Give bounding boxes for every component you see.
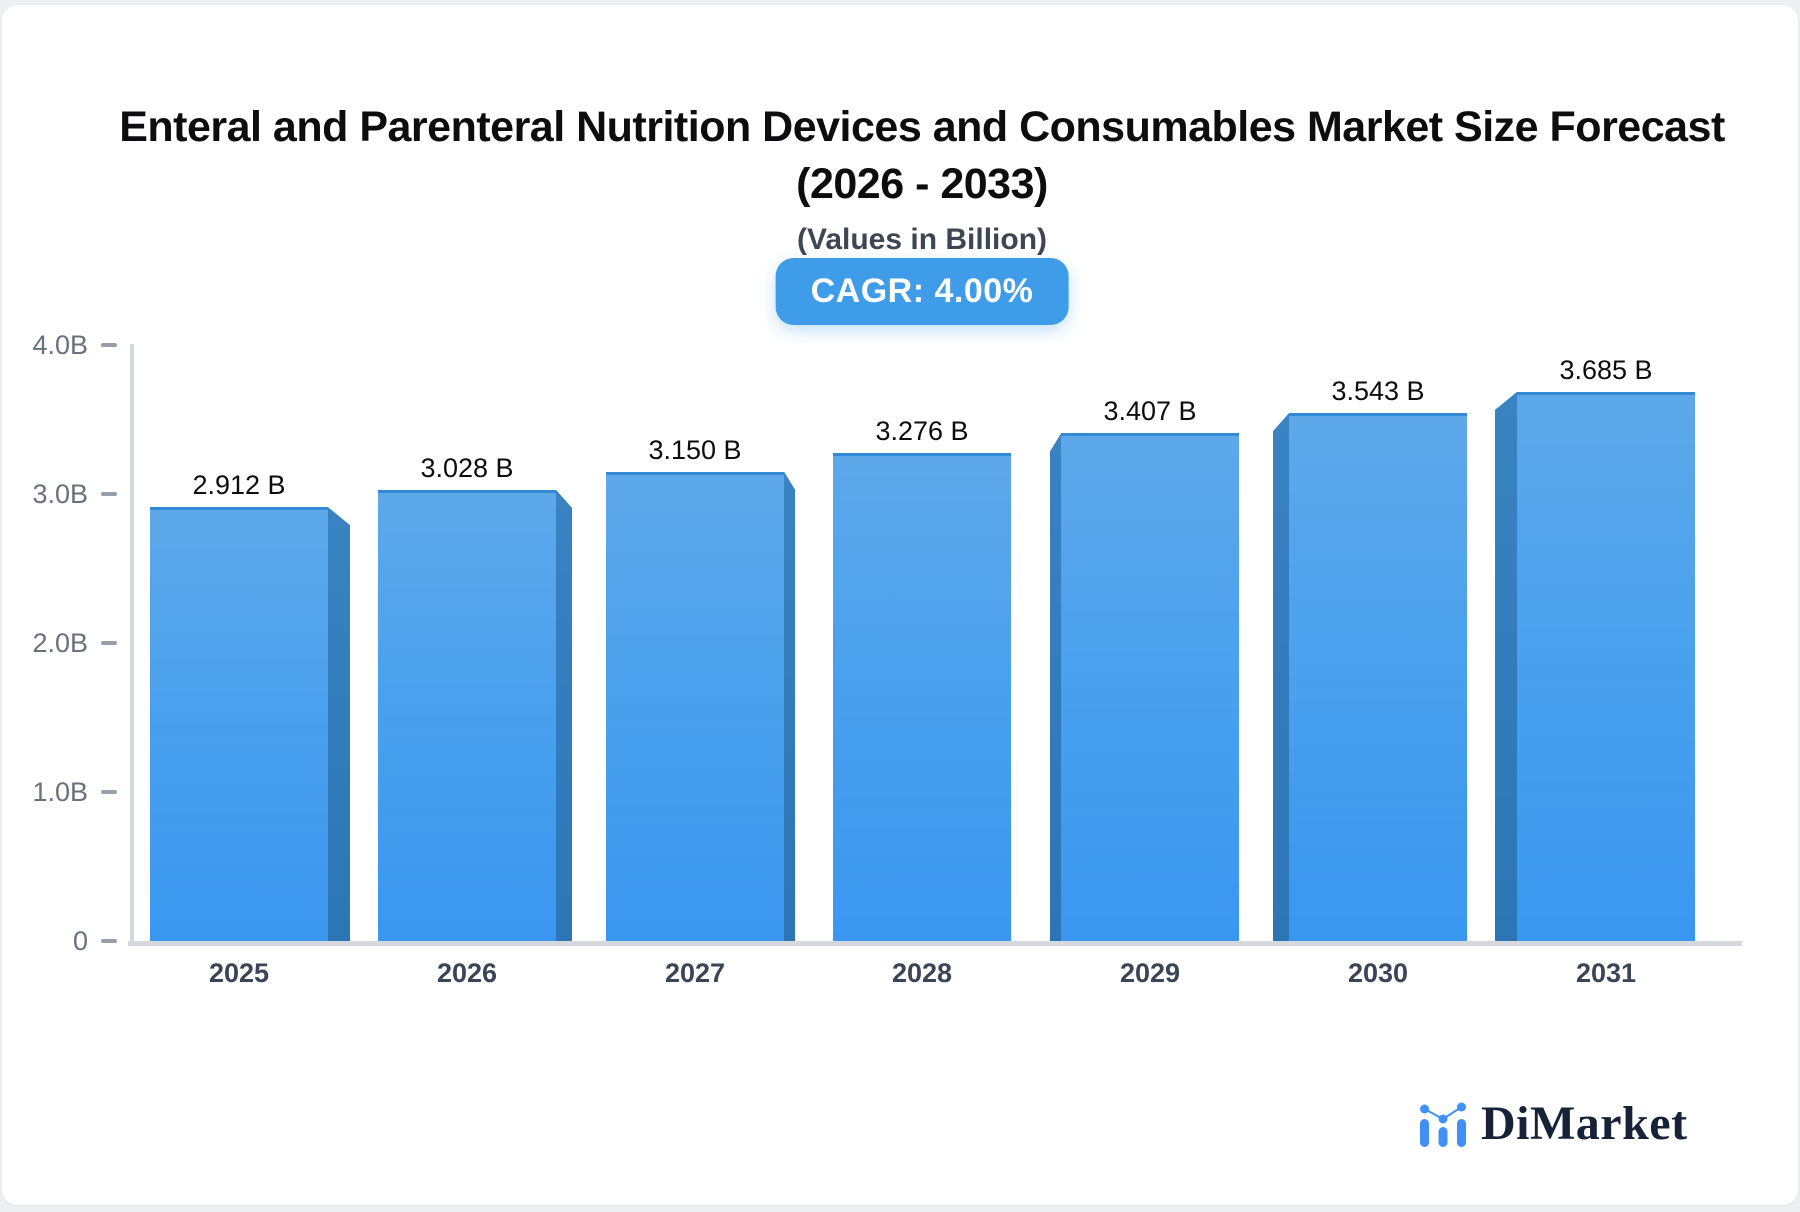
- x-axis-label-2031: 2031: [1575, 958, 1637, 988]
- bar-value-label-2029: 3.407 B: [1103, 396, 1197, 427]
- y-tick-mark-2.0B: [101, 641, 117, 645]
- bar-2031: [1517, 391, 1695, 941]
- chart-title-line2: (2026 - 2033): [796, 160, 1048, 208]
- bar-side-2031: [1495, 391, 1517, 941]
- bar-value-label-2026: 3.028 B: [420, 452, 514, 483]
- bar-side-2026: [556, 489, 572, 941]
- y-axis-line: [130, 344, 134, 945]
- x-axis-label-2028: 2028: [891, 958, 953, 988]
- y-tick-label-0: 0: [72, 926, 88, 956]
- y-tick-label-4.0B: 4.0B: [32, 330, 88, 360]
- bar-side-2025: [328, 507, 350, 941]
- bar-2027: [606, 471, 784, 941]
- chart-subtitle: (Values in Billion): [796, 223, 1048, 256]
- y-tick-mark-4.0B: [101, 343, 117, 347]
- bar-value-label-2031: 3.685 B: [1559, 354, 1653, 385]
- bar-2025: [150, 507, 328, 941]
- x-axis-label-2029: 2029: [1119, 958, 1181, 988]
- x-axis-label-2027: 2027: [664, 958, 726, 988]
- cagr-badge: CAGR: 4.00%: [775, 258, 1069, 325]
- x-axis-line: [128, 941, 1742, 946]
- bar-2028: [833, 452, 1011, 941]
- bar-value-label-2025: 2.912 B: [192, 470, 286, 501]
- bar-side-2029: [1050, 433, 1061, 941]
- bar-side-2030: [1273, 413, 1289, 941]
- y-tick-label-3.0B: 3.0B: [32, 479, 88, 509]
- dimarket-logo: DiMarket: [1418, 1094, 1688, 1150]
- y-tick-label-2.0B: 2.0B: [32, 628, 88, 658]
- bar-2030: [1289, 413, 1467, 941]
- x-axis-label-2026: 2026: [436, 958, 498, 988]
- y-tick-mark-0: [101, 939, 117, 943]
- y-tick-label-1.0B: 1.0B: [32, 777, 88, 807]
- bar-2026: [378, 489, 556, 941]
- bar-side-2027: [784, 471, 795, 941]
- dimarket-logo-text: DiMarket: [1481, 1097, 1688, 1150]
- y-tick-mark-3.0B: [101, 492, 117, 496]
- chart-title: Enteral and Parenteral Nutrition Devices…: [22, 99, 1800, 213]
- chart-title-line1: Enteral and Parenteral Nutrition Devices…: [119, 103, 1725, 151]
- x-axis-label-2025: 2025: [208, 958, 270, 988]
- bar-value-label-2030: 3.543 B: [1331, 376, 1425, 407]
- x-axis-label-2030: 2030: [1347, 958, 1409, 988]
- bar-value-label-2027: 3.150 B: [648, 434, 742, 465]
- y-tick-mark-1.0B: [101, 790, 117, 794]
- bar-value-label-2028: 3.276 B: [875, 415, 969, 446]
- dimarket-logo-icon: [1420, 1102, 1466, 1147]
- bar-2029: [1061, 433, 1239, 941]
